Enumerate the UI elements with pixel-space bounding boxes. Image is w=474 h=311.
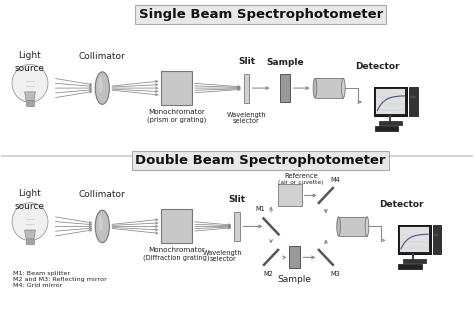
Bar <box>244 74 249 103</box>
Text: (prism or grating): (prism or grating) <box>147 117 207 123</box>
Text: Slit: Slit <box>228 195 246 204</box>
Text: Detector: Detector <box>379 200 424 209</box>
Bar <box>315 78 343 98</box>
Bar <box>379 121 402 124</box>
Bar <box>235 212 239 241</box>
Text: Sample: Sample <box>266 58 304 67</box>
Ellipse shape <box>95 210 109 243</box>
Text: selector: selector <box>210 256 236 262</box>
Ellipse shape <box>341 78 345 98</box>
Ellipse shape <box>99 215 103 231</box>
Text: Collimator: Collimator <box>79 190 126 199</box>
Bar <box>400 227 429 252</box>
Text: (air or cuvette): (air or cuvette) <box>278 180 324 185</box>
Text: M4: M4 <box>330 177 340 183</box>
Bar <box>375 126 398 131</box>
Ellipse shape <box>337 217 340 236</box>
Text: M3: M3 <box>330 272 340 277</box>
Bar <box>161 209 192 244</box>
Text: Single Beam Spectrophotometer: Single Beam Spectrophotometer <box>138 8 383 21</box>
Text: Wavelength: Wavelength <box>227 112 266 118</box>
Bar <box>398 225 431 254</box>
Bar <box>409 86 418 116</box>
Bar <box>161 71 192 105</box>
Circle shape <box>12 64 48 102</box>
Text: Monochromator: Monochromator <box>148 109 205 115</box>
Text: Sample: Sample <box>278 275 312 284</box>
Bar <box>402 259 426 263</box>
Bar <box>290 246 300 268</box>
Polygon shape <box>26 100 34 106</box>
Ellipse shape <box>95 72 109 104</box>
Bar <box>398 264 421 269</box>
Bar <box>433 225 441 254</box>
Text: M2: M2 <box>264 272 273 277</box>
Bar <box>338 217 367 236</box>
Ellipse shape <box>365 217 369 236</box>
Text: Reference: Reference <box>284 174 318 179</box>
Polygon shape <box>25 230 36 239</box>
Text: source: source <box>15 64 45 73</box>
Text: Slit: Slit <box>238 57 255 66</box>
Polygon shape <box>25 92 36 100</box>
Circle shape <box>12 203 48 241</box>
Text: Monochromator: Monochromator <box>148 247 205 253</box>
Bar <box>434 234 438 236</box>
Ellipse shape <box>313 78 317 98</box>
Text: (Diffraction grating): (Diffraction grating) <box>144 255 210 261</box>
Bar <box>280 74 291 102</box>
Text: Light: Light <box>18 189 41 198</box>
Text: Collimator: Collimator <box>79 52 126 61</box>
Text: Double Beam Spectrophotometer: Double Beam Spectrophotometer <box>136 154 386 167</box>
Text: Detector: Detector <box>356 62 400 71</box>
Text: Light: Light <box>18 51 41 60</box>
Text: M1: Beam splitter
M2 and M3: Reflecting mirror
M4: Grid mirror: M1: Beam splitter M2 and M3: Reflecting … <box>12 272 106 288</box>
Bar <box>374 86 407 116</box>
Text: M1: M1 <box>256 207 265 212</box>
Bar <box>376 89 405 114</box>
Ellipse shape <box>99 77 103 93</box>
Bar <box>278 184 302 207</box>
Text: source: source <box>15 202 45 211</box>
Polygon shape <box>26 239 34 244</box>
Text: Wavelength: Wavelength <box>203 250 243 256</box>
Bar <box>410 96 415 98</box>
Text: selector: selector <box>233 118 260 124</box>
